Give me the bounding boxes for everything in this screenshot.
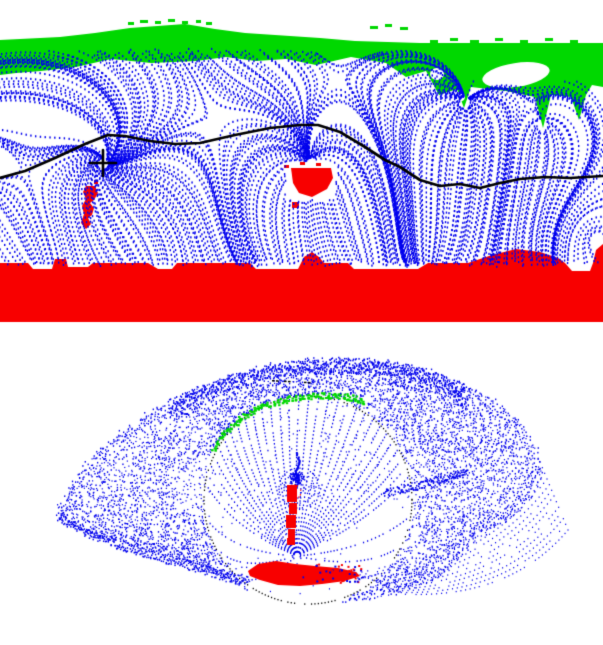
streamline-figure [0,0,603,645]
field-visualization-canvas [0,0,603,645]
